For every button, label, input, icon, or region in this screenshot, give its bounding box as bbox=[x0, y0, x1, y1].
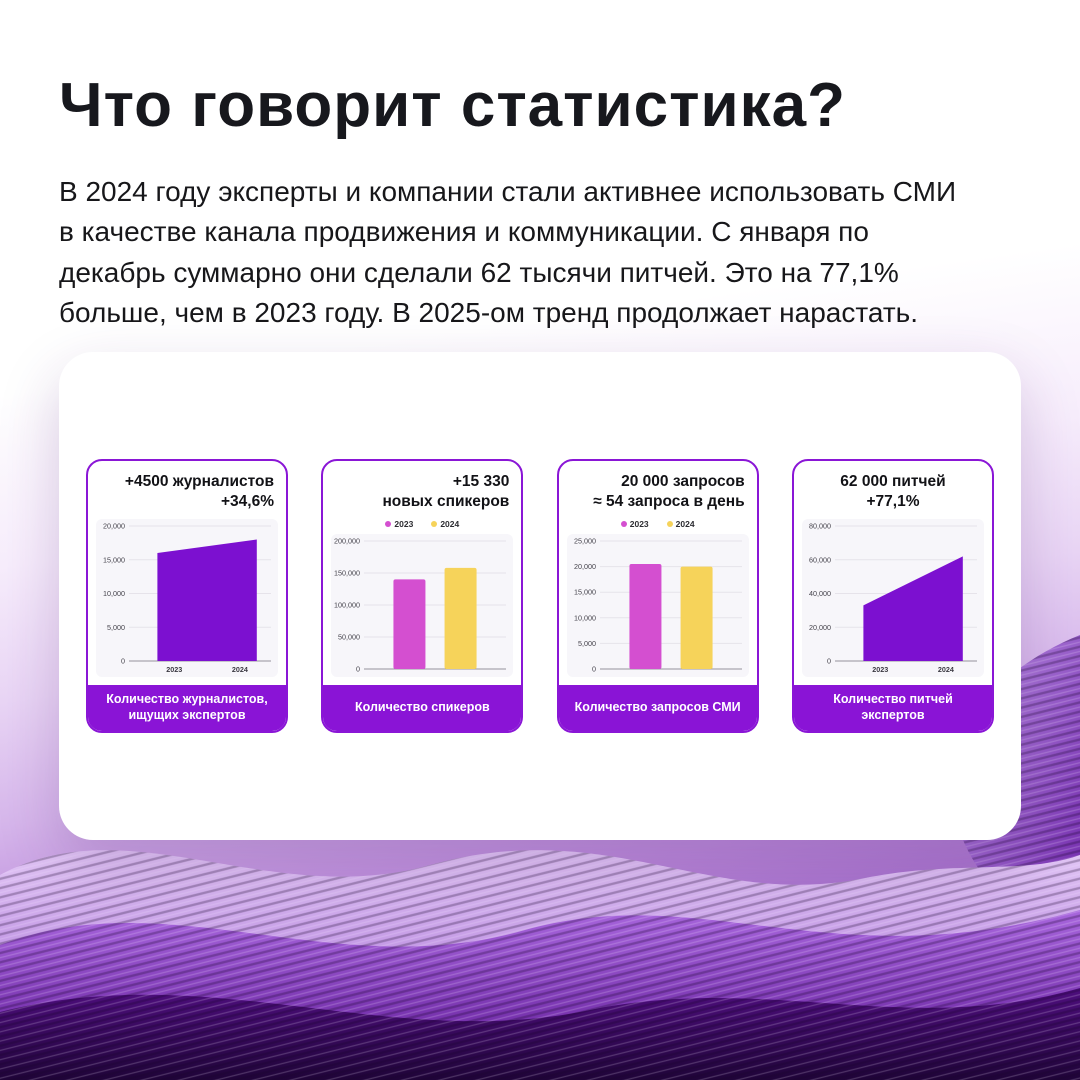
svg-text:2024: 2024 bbox=[938, 665, 954, 674]
svg-text:100,000: 100,000 bbox=[334, 600, 360, 609]
chart-legend: 2023 2024 bbox=[323, 515, 521, 530]
card-headline-top: +4500 журналистов bbox=[124, 473, 274, 490]
card-headline: +15 330 новых спикеров bbox=[323, 461, 521, 515]
intro-text: В 2024 году эксперты и компании стали ак… bbox=[59, 176, 957, 328]
card-headline-bottom: +77,1% bbox=[866, 492, 920, 510]
svg-text:2023: 2023 bbox=[872, 665, 888, 674]
svg-text:0: 0 bbox=[356, 664, 360, 673]
chart-speakers: 0 50,000 100,000 150,000 200,000 bbox=[331, 533, 514, 677]
chart-pitches: 0 20,000 40,000 60,000 80,000 2023 2024 bbox=[801, 518, 984, 677]
card-headline-top: +15 330 bbox=[452, 473, 510, 490]
svg-text:60,000: 60,000 bbox=[809, 555, 831, 564]
svg-text:0: 0 bbox=[827, 656, 831, 665]
svg-text:15,000: 15,000 bbox=[574, 587, 596, 596]
svg-text:20,000: 20,000 bbox=[809, 622, 831, 631]
stat-card-journalists: +4500 журналистов +34,6% 0 5,000 10,000 15,… bbox=[86, 459, 288, 733]
card-headline: 62 000 питчей +77,1% bbox=[794, 461, 992, 515]
page-title: Что говорит статистика? bbox=[59, 71, 846, 140]
legend-item: 2023 bbox=[385, 519, 413, 529]
svg-text:200,000: 200,000 bbox=[334, 536, 360, 545]
svg-text:2023: 2023 bbox=[166, 665, 182, 674]
card-headline: 20 000 запросов ≈ 54 запроса в день bbox=[559, 461, 757, 515]
legend-item: 2023 bbox=[620, 519, 649, 529]
svg-text:0: 0 bbox=[592, 664, 596, 673]
svg-text:5,000: 5,000 bbox=[578, 639, 596, 648]
legend-item: 2024 bbox=[431, 519, 459, 529]
legend-dot bbox=[620, 520, 627, 527]
card-headline-bottom: +34,6% bbox=[220, 492, 274, 510]
chart-media-requests: 0 5,000 10,000 15,000 20,000 25,000 bbox=[566, 533, 749, 677]
chart-journalists: 0 5,000 10,000 15,000 20,000 2023 2024 bbox=[96, 518, 278, 677]
svg-text:2024: 2024 bbox=[232, 665, 248, 674]
card-headline: +4500 журналистов +34,6% bbox=[88, 461, 286, 515]
stats-panel: +4500 журналистов +34,6% 0 5,000 10,000 15,… bbox=[59, 352, 1021, 840]
svg-text:5,000: 5,000 bbox=[107, 622, 125, 631]
svg-text:25,000: 25,000 bbox=[574, 536, 596, 545]
card-headline-top: 62 000 питчей bbox=[840, 473, 946, 490]
stat-card-speakers: +15 330 новых спикеров 2023 2024 0 50,000 1… bbox=[321, 459, 524, 733]
stat-card-media-requests: 20 000 запросов ≈ 54 запроса в день 2023… bbox=[556, 459, 759, 733]
svg-text:15,000: 15,000 bbox=[103, 555, 125, 564]
legend-item: 2024 bbox=[666, 519, 695, 529]
svg-text:10,000: 10,000 bbox=[103, 589, 125, 598]
svg-text:80,000: 80,000 bbox=[809, 521, 831, 530]
svg-text:40,000: 40,000 bbox=[809, 589, 831, 598]
legend-dot bbox=[666, 520, 673, 527]
card-footer: Количество запросов СМИ bbox=[558, 685, 757, 731]
card-footer: Количество спикеров bbox=[323, 685, 522, 731]
svg-text:20,000: 20,000 bbox=[574, 562, 596, 571]
chart-legend: 2023 2024 bbox=[559, 515, 757, 530]
stat-card-pitches: 62 000 питчей +77,1% 0 20,000 40,000 60,000… bbox=[791, 459, 994, 733]
card-footer: Количество питчей экспертов bbox=[793, 685, 992, 731]
svg-text:0: 0 bbox=[121, 656, 125, 665]
card-footer: Количество журналистов, ищущих экспертов bbox=[88, 685, 286, 731]
decorative-ribbon bbox=[0, 635, 1080, 1080]
svg-text:150,000: 150,000 bbox=[334, 568, 360, 577]
svg-text:20,000: 20,000 bbox=[103, 521, 125, 530]
svg-text:50,000: 50,000 bbox=[338, 632, 360, 641]
legend-dot bbox=[385, 520, 392, 527]
card-headline-bottom: новых спикеров bbox=[382, 492, 510, 510]
svg-text:10,000: 10,000 bbox=[574, 613, 596, 622]
card-headline-top: 20 000 запросов bbox=[621, 473, 745, 490]
card-headline-bottom: ≈ 54 запроса в день bbox=[593, 492, 745, 510]
legend-dot bbox=[431, 520, 438, 527]
